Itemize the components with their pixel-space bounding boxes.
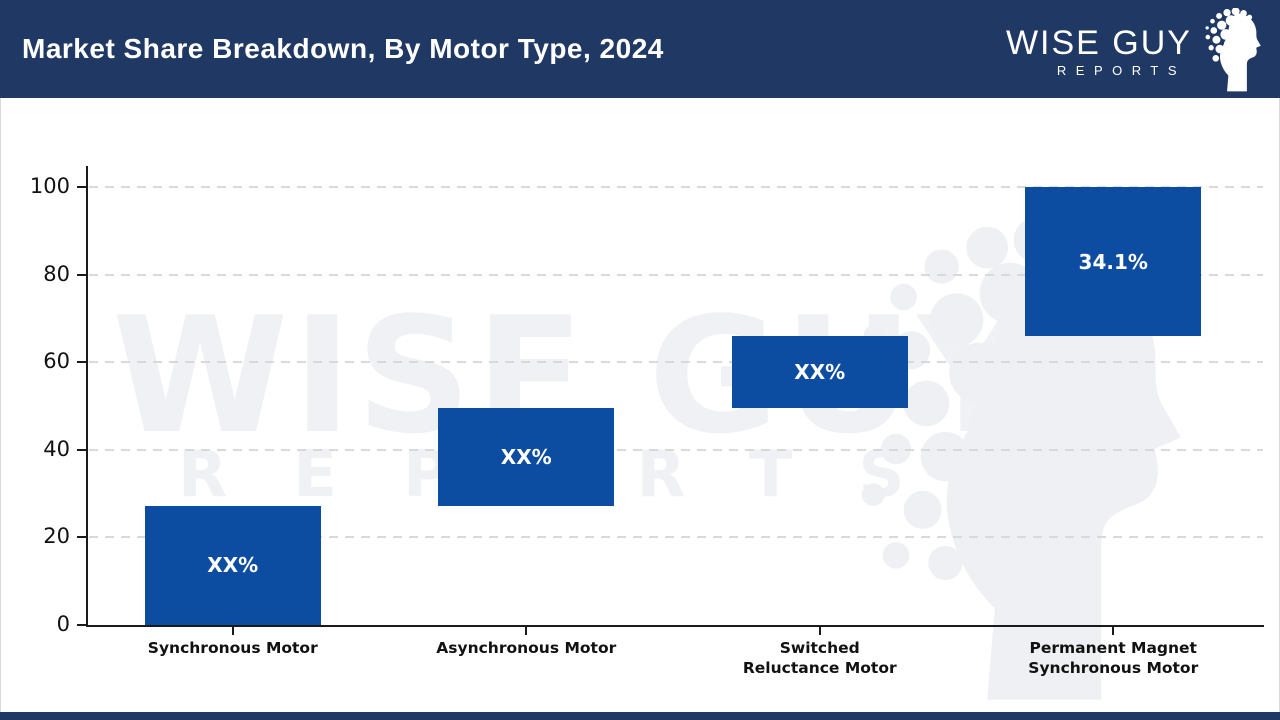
bar-segment: XX% xyxy=(144,505,321,625)
y-tick-label: 100 xyxy=(29,174,70,198)
y-axis-spine xyxy=(86,166,88,627)
brand-logo: WISE GUY REPORTS xyxy=(1006,6,1270,94)
y-tick xyxy=(77,361,86,364)
y-tick xyxy=(77,624,86,626)
y-tick xyxy=(77,273,86,276)
x-tick xyxy=(525,627,528,635)
x-axis-spine xyxy=(86,625,1264,627)
y-tick xyxy=(77,448,86,451)
x-category-label: Asynchronous Motor xyxy=(436,639,617,657)
y-tick xyxy=(77,186,86,188)
x-category-label: Synchronous Motor xyxy=(147,639,318,657)
gridline xyxy=(89,361,1263,364)
bar-segment: 34.1% xyxy=(1025,187,1202,337)
bar-value-label: XX% xyxy=(794,360,846,385)
gridline xyxy=(89,273,1263,276)
logo-reports-label: REPORTS xyxy=(1056,63,1186,78)
footer-bar xyxy=(0,712,1280,720)
gridline xyxy=(89,536,1263,539)
bar-value-label: XX% xyxy=(207,553,259,578)
x-tick xyxy=(1112,627,1115,635)
bar-value-label: 34.1% xyxy=(1078,249,1148,274)
y-tick-label: 40 xyxy=(43,436,70,461)
y-tick-label: 60 xyxy=(43,349,70,374)
x-category-label: Permanent Magnet Synchronous Motor xyxy=(1028,639,1199,677)
gridline xyxy=(89,448,1263,451)
logo-wordmark: WISE GUY xyxy=(1005,24,1192,62)
bar-segment: XX% xyxy=(731,336,908,409)
logo-head-icon xyxy=(1205,8,1261,92)
page-title: Market Share Breakdown, By Motor Type, 2… xyxy=(22,33,664,64)
bar-value-label: XX% xyxy=(500,445,552,470)
y-tick-label: 0 xyxy=(56,612,70,636)
x-tick xyxy=(818,627,821,635)
y-tick xyxy=(77,536,86,539)
x-category-label: Switched Reluctance Motor xyxy=(742,639,897,677)
y-tick-label: 80 xyxy=(43,261,70,286)
header-bar: Market Share Breakdown, By Motor Type, 2… xyxy=(0,0,1280,98)
bar-segment: XX% xyxy=(438,408,615,506)
x-tick xyxy=(231,627,234,635)
gridline xyxy=(89,186,1263,188)
y-tick-label: 20 xyxy=(43,524,70,549)
